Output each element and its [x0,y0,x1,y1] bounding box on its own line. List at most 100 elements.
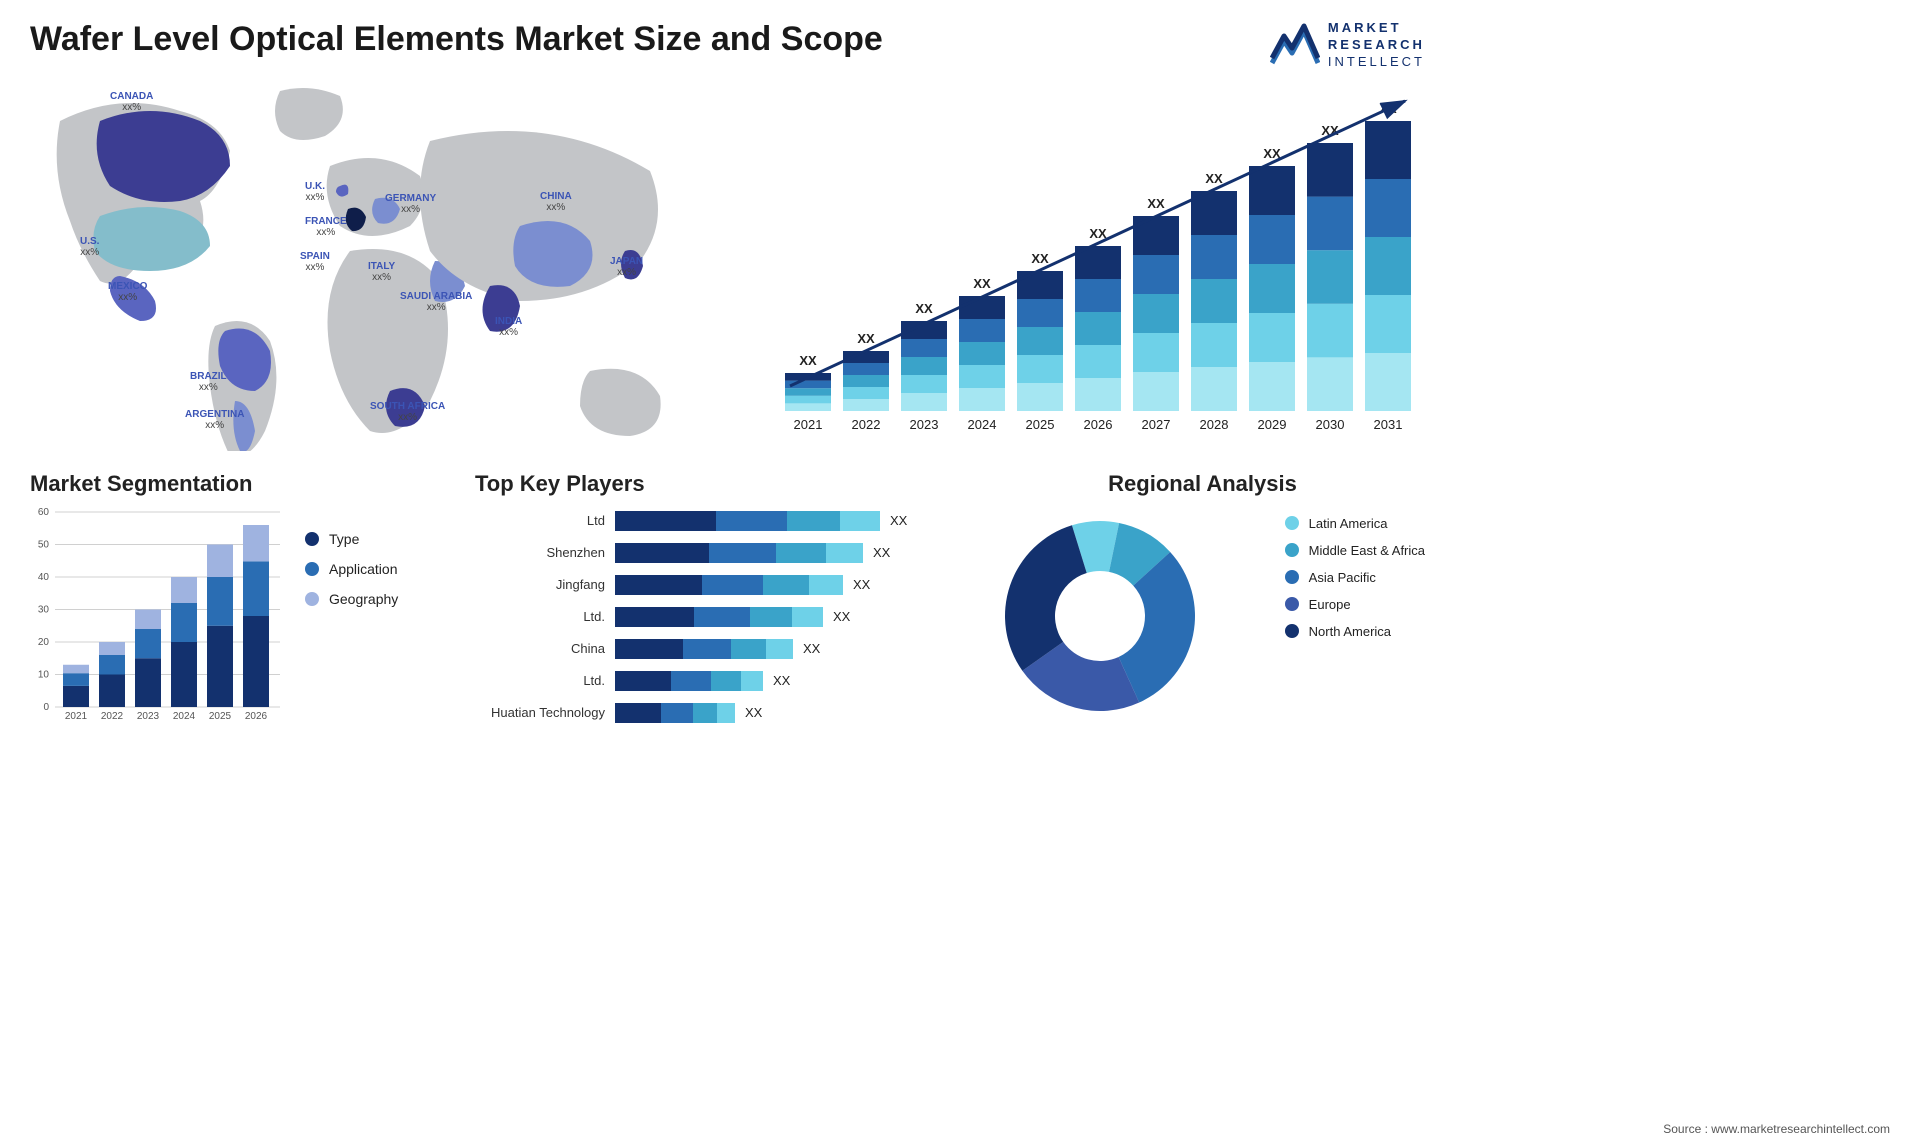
players-title: Top Key Players [475,471,955,497]
svg-text:XX: XX [857,331,875,346]
logo-line3: INTELLECT [1328,54,1425,71]
player-row: Ltd. XX [475,667,955,695]
player-value: XX [745,705,762,720]
player-name: China [475,641,615,656]
player-bar [615,671,763,691]
svg-text:XX: XX [1147,196,1165,211]
svg-text:50: 50 [38,539,50,550]
svg-text:2022: 2022 [852,417,881,432]
player-value: XX [890,513,907,528]
player-row: Ltd. XX [475,603,955,631]
world-map-section: CANADAxx% U.S.xx% MEXICOxx% BRAZILxx% ARGENT… [30,81,735,451]
legend-item: Asia Pacific [1285,570,1425,585]
map-label: CANADAxx% [110,91,153,113]
svg-text:0: 0 [43,702,49,713]
legend-item: Type [305,531,398,547]
player-row: China XX [475,635,955,663]
map-label: U.K.xx% [305,181,325,203]
svg-text:2031: 2031 [1374,417,1403,432]
map-label: GERMANYxx% [385,193,436,215]
svg-text:2024: 2024 [968,417,997,432]
player-value: XX [873,545,890,560]
legend-item: Geography [305,591,398,607]
player-value: XX [833,609,850,624]
map-label: SOUTH AFRICAxx% [370,401,445,423]
player-bar [615,703,735,723]
map-label: BRAZILxx% [190,371,227,393]
svg-text:2023: 2023 [137,711,160,722]
player-bar [615,575,843,595]
player-name: Huatian Technology [475,705,615,720]
svg-text:10: 10 [38,669,50,680]
logo-line2: RESEARCH [1328,37,1425,54]
player-value: XX [773,673,790,688]
map-label: SAUDI ARABIAxx% [400,291,472,313]
svg-text:2025: 2025 [209,711,232,722]
svg-text:2025: 2025 [1026,417,1055,432]
player-name: Ltd. [475,609,615,624]
svg-text:2026: 2026 [1084,417,1113,432]
map-label: INDIAxx% [495,316,522,338]
svg-text:2024: 2024 [173,711,196,722]
svg-text:2023: 2023 [910,417,939,432]
map-label: FRANCExx% [305,216,347,238]
player-row: Ltd XX [475,507,955,535]
svg-text:2021: 2021 [794,417,823,432]
player-value: XX [803,641,820,656]
legend-item: North America [1285,624,1425,639]
player-bar [615,639,793,659]
brand-logo: MARKET RESEARCH INTELLECT [1270,20,1425,71]
player-name: Shenzhen [475,545,615,560]
map-label: MEXICOxx% [108,281,147,303]
map-label: CHINAxx% [540,191,572,213]
svg-text:2030: 2030 [1316,417,1345,432]
svg-text:2027: 2027 [1142,417,1171,432]
player-row: Jingfang XX [475,571,955,599]
players-panel: Top Key Players Ltd XX Shenzhen XX Jingfang X… [475,471,955,741]
map-label: ITALYxx% [368,261,395,283]
segmentation-title: Market Segmentation [30,471,450,497]
map-label: SPAINxx% [300,251,330,273]
player-row: Huatian Technology XX [475,699,955,727]
svg-text:XX: XX [1031,251,1049,266]
segmentation-legend: Type Application Geography [305,531,398,621]
player-bar [615,607,823,627]
svg-text:XX: XX [973,276,991,291]
svg-text:2021: 2021 [65,711,88,722]
svg-text:2026: 2026 [245,711,268,722]
svg-text:2028: 2028 [1200,417,1229,432]
svg-text:30: 30 [38,604,50,615]
player-bar [615,511,880,531]
map-label: JAPANxx% [610,256,643,278]
page-title: Wafer Level Optical Elements Market Size… [30,20,883,59]
map-label: U.S.xx% [80,236,99,258]
map-label: ARGENTINAxx% [185,409,244,431]
svg-text:60: 60 [38,507,50,518]
svg-text:XX: XX [1205,171,1223,186]
player-bar [615,543,863,563]
player-name: Ltd. [475,673,615,688]
svg-text:20: 20 [38,637,50,648]
svg-text:2022: 2022 [101,711,124,722]
source-text: Source : www.marketresearchintellect.com [1663,1122,1890,1136]
player-name: Ltd [475,513,615,528]
players-list: LtdXXShenzhenXXJingfangXXLtd.XXChinaXXLt… [475,507,955,727]
logo-line1: MARKET [1328,20,1425,37]
svg-text:XX: XX [915,301,933,316]
legend-item: Application [305,561,398,577]
svg-text:XX: XX [799,353,817,368]
regional-legend: Latin America Middle East & Africa Asia Pa… [1285,516,1425,651]
segmentation-panel: Market Segmentation 0 10 20 30 40 50 60 2021 202… [30,471,450,741]
growth-chart: XX 2021 XX 2022 XX 2023 XX 2024 XX 2025 XX 2026 XX 20… [765,81,1425,451]
player-name: Jingfang [475,577,615,592]
player-value: XX [853,577,870,592]
legend-item: Europe [1285,597,1425,612]
regional-title: Regional Analysis [980,471,1425,497]
legend-item: Latin America [1285,516,1425,531]
legend-item: Middle East & Africa [1285,543,1425,558]
logo-icon [1270,23,1320,67]
player-row: Shenzhen XX [475,539,955,567]
regional-panel: Regional Analysis Latin America Middle Ea… [980,471,1425,741]
svg-text:40: 40 [38,572,50,583]
svg-text:2029: 2029 [1258,417,1287,432]
